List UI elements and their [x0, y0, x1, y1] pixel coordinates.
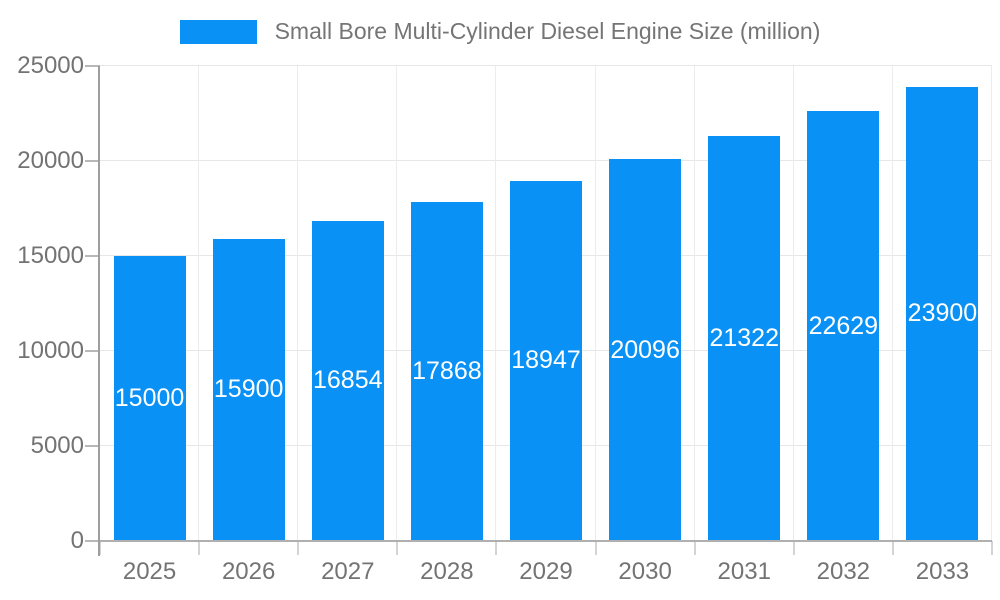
y-axis-tick — [85, 255, 100, 257]
bar-value-label: 15000 — [114, 384, 185, 412]
x-axis-tick — [99, 541, 101, 555]
gridline-vertical — [297, 66, 299, 541]
y-axis-label: 20000 — [17, 147, 84, 174]
gridline-vertical — [594, 66, 596, 541]
bar-value-label: 23900 — [907, 299, 978, 328]
x-axis-label: 2027 — [321, 558, 375, 585]
bar-value-label: 15900 — [213, 375, 284, 404]
y-axis-tick — [85, 445, 100, 447]
bar-2031[interactable]: 21322 — [708, 135, 781, 541]
x-axis-label: 2029 — [519, 558, 573, 585]
bar-value-label: 21322 — [709, 323, 779, 352]
bar-2025[interactable]: 15000 — [113, 256, 186, 541]
y-axis-label: 10000 — [17, 337, 84, 364]
gridline-vertical — [693, 66, 695, 541]
x-axis-tick — [891, 541, 894, 555]
x-axis-tick — [297, 541, 300, 555]
bar-value-label: 17868 — [412, 356, 482, 385]
bar-value-label: 16854 — [313, 366, 383, 395]
x-axis-label: 2030 — [618, 558, 672, 585]
legend-label[interactable]: Small Bore Multi-Cylinder Diesel Engine … — [274, 18, 821, 44]
x-axis-label: 2025 — [122, 558, 177, 585]
gridline-vertical — [792, 66, 794, 541]
x-axis-label: 2031 — [717, 558, 771, 585]
x-axis-tick — [198, 541, 201, 555]
bar-2032[interactable]: 22629 — [807, 111, 880, 541]
bar-value-label: 22629 — [808, 311, 879, 340]
bar-value-label: 18947 — [511, 346, 581, 375]
bar-2029[interactable]: 18947 — [510, 181, 582, 541]
legend-swatch[interactable] — [179, 19, 257, 44]
y-axis-tick — [85, 350, 100, 352]
x-axis-tick — [396, 541, 399, 555]
gridline-vertical — [991, 66, 992, 541]
y-axis-tick — [85, 540, 100, 542]
bar-2030[interactable]: 20096 — [609, 159, 682, 541]
gridline-horizontal — [100, 65, 992, 66]
y-axis-label: 5000 — [30, 432, 84, 459]
x-axis-tick — [495, 541, 498, 555]
gridline-horizontal — [100, 160, 992, 161]
x-axis-label: 2033 — [915, 558, 970, 585]
bar-value-label: 20096 — [610, 335, 680, 364]
gridline-vertical — [495, 66, 497, 541]
legend: Small Bore Multi-Cylinder Diesel Engine … — [0, 18, 1000, 45]
x-axis-label: 2028 — [420, 558, 474, 585]
bar-2028[interactable]: 17868 — [410, 201, 483, 541]
y-axis-line — [98, 66, 100, 556]
y-axis-label: 0 — [70, 527, 84, 554]
x-axis-tick — [693, 541, 696, 555]
y-axis-label: 15000 — [17, 242, 84, 269]
gridline-vertical — [891, 66, 893, 541]
x-axis-label: 2032 — [816, 558, 871, 585]
gridline-vertical — [198, 66, 200, 541]
x-axis-tick — [594, 541, 597, 555]
y-axis-tick — [85, 160, 100, 162]
x-axis-tick — [792, 541, 795, 555]
y-axis-label: 25000 — [17, 52, 84, 79]
bar-2033[interactable]: 23900 — [906, 86, 979, 541]
gridline-vertical — [396, 66, 398, 541]
bar-2027[interactable]: 16854 — [311, 220, 384, 541]
x-axis-line — [100, 540, 992, 542]
bar-2026[interactable]: 15900 — [212, 238, 285, 541]
x-axis-label: 2026 — [221, 558, 276, 585]
y-axis-tick — [85, 65, 100, 67]
x-axis-tick — [991, 541, 993, 555]
